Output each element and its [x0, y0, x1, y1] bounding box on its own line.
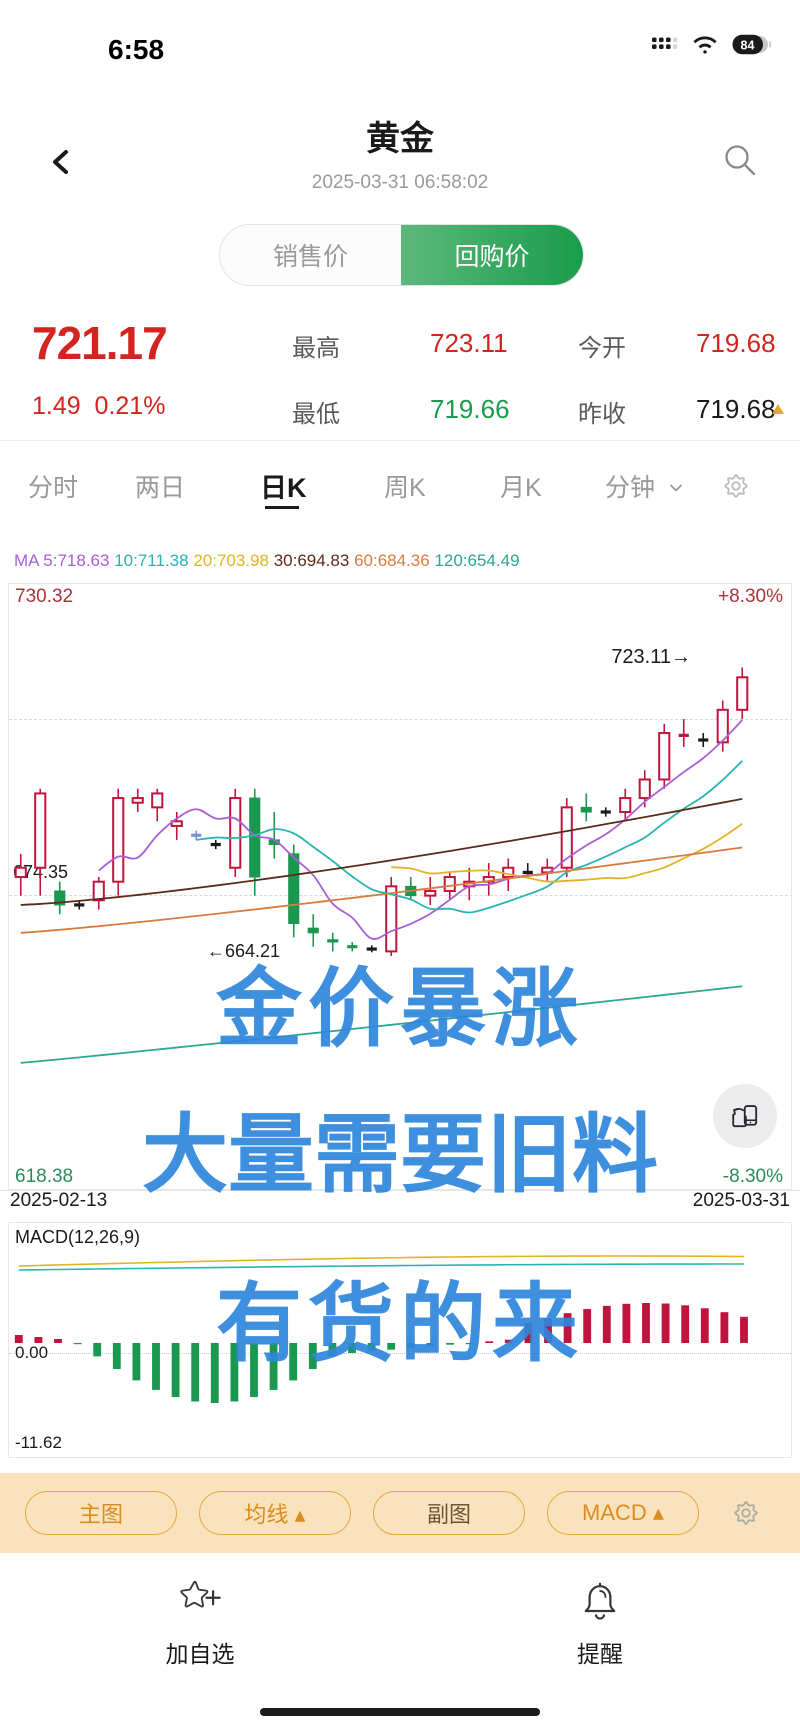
- svg-text:84: 84: [741, 38, 755, 52]
